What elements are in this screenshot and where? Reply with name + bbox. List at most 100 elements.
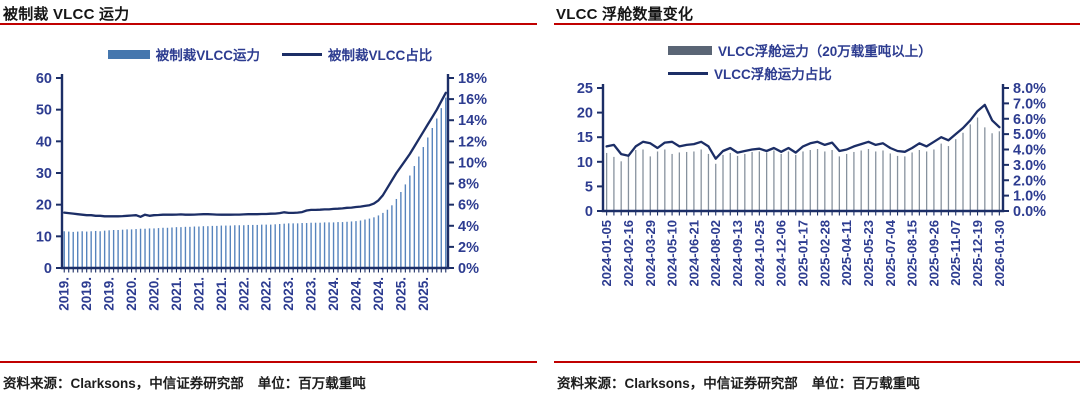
x-tick-label: 2024. [348,277,363,311]
x-tick-label: 2024-02-16 [621,220,636,287]
x-tick-label: 2025-07-04 [883,219,898,286]
x-tick-label: 2024-01-05 [599,220,614,287]
x-tick-label: 2025-04-11 [839,220,854,286]
y-right-tick-label: 2.0% [1013,173,1046,189]
panel-floating-storage: VLCC 浮舱数量变化 VLCC浮舱运力（20万载重吨以上） VLCC浮舱运力占… [540,0,1080,401]
y-left-tick-label: 25 [577,81,593,97]
x-tick-label: 2025-02-28 [817,220,832,287]
x-tick-label: 2024-09-13 [730,220,745,286]
title-rule [0,23,537,25]
y-right-tick-label: 0.0% [1013,204,1046,220]
legend-item-bar: VLCC浮舱运力（20万载重吨以上） [668,40,932,60]
x-tick-label: 2025. [393,277,408,311]
y-right-tick-label: 8.0% [1013,81,1046,97]
bars-series [63,97,447,268]
x-tick-label: 2024. [371,277,386,311]
footer-rule [554,361,1080,363]
unit-text: 单位：百万载重吨 [257,376,366,391]
y-left-tick-label: 50 [36,103,52,119]
source-text: 资料来源：Clarksons，中信证券研究部 [557,376,798,391]
bar-swatch-icon [107,49,150,59]
line-swatch-icon [668,71,708,75]
bar-swatch-icon [668,45,712,55]
title-rule [554,23,1080,25]
panel-sanctioned-vlcc: 被制裁 VLCC 运力 被制裁VLCC运力 被制裁VLCC占比 0 10 20 30 4… [0,6,540,392]
x-tick-label: 2024-03-29 [643,220,658,287]
y-left-tick-label: 60 [36,71,52,87]
x-tick-label: 2024-06-21 [686,220,701,287]
y-left-tick-label: 20 [36,198,52,214]
x-tick-label: 2022. [236,277,251,311]
y-left-tick-label: 5 [585,179,593,195]
x-tick-label: 2022. [259,277,274,311]
x-tick-label: 2025-05-23 [861,220,876,287]
x-tick-label: 2023. [281,277,296,311]
x-tick-label: 2021. [169,277,184,311]
y-left-tick-label: 0 [44,261,52,277]
chart-floating-storage: 0 5 10 15 20 25 0.0%1.0%2.0%3.0%4.0%5.0%6.0%7.… [577,81,1046,287]
x-tick-label: 2020. [124,277,139,311]
source-text: 资料来源：Clarksons，中信证券研究部 [3,376,244,391]
x-tick-label: 2025-09-26 [926,220,941,287]
y-right-tick-label: 5.0% [1013,127,1046,143]
legend-item-line: VLCC浮舱运力占比 [668,63,932,83]
legend: 被制裁VLCC运力 被制裁VLCC占比 [0,44,540,64]
legend-label: VLCC浮舱运力（20万载重吨以上） [718,44,932,59]
y-left-tick-label: 40 [36,134,52,150]
y-left-tick-label: 30 [36,166,52,182]
y-right-tick-label: 14% [458,113,487,129]
x-tick-label: 2026-01-30 [992,220,1007,287]
x-tick-label: 2019. [79,277,94,311]
source-note: 资料来源：Clarksons，中信证券研究部 单位：百万载重吨 [3,372,366,392]
x-tick-label: 2025-11-07 [948,220,963,286]
y-right-tick-label: 6% [458,198,479,214]
x-tick-label: 2024-08-02 [708,220,723,287]
y-right-tick-label: 8% [458,177,479,193]
y-right-tick-label: 16% [458,92,487,108]
legend-item-line: 被制裁VLCC占比 [282,44,432,64]
x-tick-label: 2024-05-10 [665,220,680,287]
y-right-tick-label: 6.0% [1013,112,1046,128]
x-tick-label: 2023. [304,277,319,311]
line-series [63,91,447,218]
footer-rule [0,361,537,363]
y-right-tick-label: 4.0% [1013,143,1046,159]
legend-label: VLCC浮舱运力占比 [714,67,832,82]
y-right-tick-label: 3.0% [1013,158,1046,174]
y-right-tick-label: 7.0% [1013,96,1046,112]
x-tick-label: 2025-08-15 [905,220,920,287]
y-left-tick-label: 0 [585,204,593,220]
chart-title: 被制裁 VLCC 运力 [3,6,130,23]
y-right-tick-label: 0% [458,261,479,277]
line-swatch-icon [282,52,322,56]
line-series [605,103,1001,160]
x-tick-label: 2024-10-25 [752,220,767,286]
x-tick-label: 2019. [57,277,72,311]
x-tick-label: 2020. [147,277,162,311]
axes: 0 5 10 15 20 25 0.0%1.0%2.0%3.0%4.0%5.0%6.0%7.… [577,81,1046,220]
source-note: 资料来源：Clarksons，中信证券研究部 单位：百万载重吨 [557,372,920,392]
x-tick-label: 2025-12-19 [970,220,985,287]
x-tick-label: 2019. [102,277,117,311]
x-tick-label: 2021. [191,277,206,311]
x-tick-label: 2024-12-06 [774,220,789,287]
y-right-tick-label: 4% [458,219,479,235]
axes: 0 10 20 30 40 50 60 0% 2% 4% 6% 8% 10% 12% 14% 16% 18% [36,71,487,277]
x-tick-label: 2021. [214,277,229,311]
chart-title: VLCC 浮舱数量变化 [556,6,694,23]
y-right-tick-label: 1.0% [1013,189,1046,205]
y-right-tick-label: 2% [458,240,479,256]
legend-label: 被制裁VLCC占比 [328,48,433,63]
y-right-tick-label: 18% [458,71,487,87]
unit-text: 单位：百万载重吨 [811,376,920,391]
y-left-tick-label: 10 [36,229,52,245]
legend-label: 被制裁VLCC运力 [155,48,260,63]
y-left-tick-label: 20 [577,106,593,122]
x-tick-label: 2025-01-17 [796,220,811,287]
y-left-tick-label: 10 [577,155,593,171]
y-left-tick-label: 15 [577,130,593,146]
chart-sanctioned-vlcc: 0 10 20 30 40 50 60 0% 2% 4% 6% 8% 10% 12% 14% 16% 18% 20… [36,71,487,311]
y-right-tick-label: 12% [458,134,487,150]
y-right-tick-label: 10% [458,155,487,171]
